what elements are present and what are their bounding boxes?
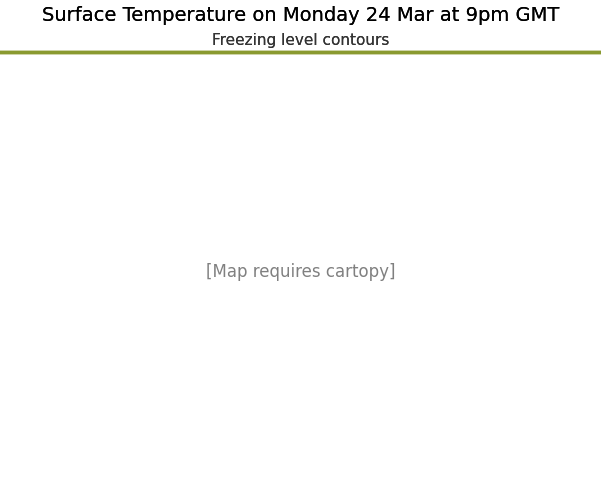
Text: Surface Temperature on Monday 24 Mar at 9pm GMT: Surface Temperature on Monday 24 Mar at … (42, 6, 559, 25)
Text: [Map requires cartopy]: [Map requires cartopy] (206, 263, 395, 281)
Text: Freezing level contours: Freezing level contours (212, 33, 389, 48)
Text: Surface Temperature on Monday 24 Mar at 9pm GMT: Surface Temperature on Monday 24 Mar at … (42, 6, 559, 25)
Text: Freezing level contours: Freezing level contours (212, 33, 389, 48)
